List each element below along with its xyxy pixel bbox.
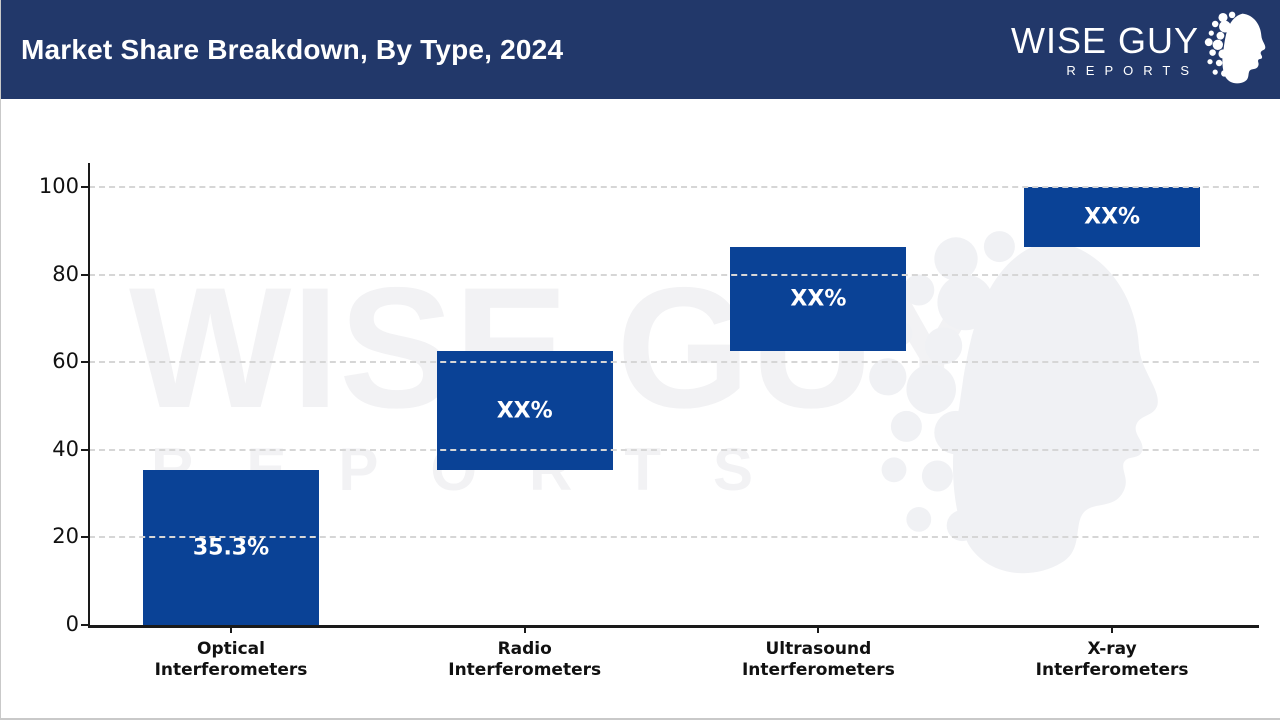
x-tick-1	[523, 625, 526, 633]
y-tick-label-40: 40	[52, 436, 79, 461]
y-tick-20	[81, 536, 89, 539]
y-tick-100	[81, 186, 89, 188]
gridline-100	[89, 186, 1259, 188]
y-axis-line	[88, 163, 90, 627]
y-tick-label-80: 80	[52, 261, 79, 286]
x-category-label: Optical Interferometers	[154, 639, 308, 680]
bar-value-label: XX%	[790, 286, 847, 312]
bar-optical-interferometers	[143, 470, 319, 625]
wiseguy-logo-subtitle: REPORTS	[1066, 63, 1199, 78]
watermark-face-icon	[869, 231, 1158, 574]
gridline-60	[89, 361, 1259, 364]
y-tick-0	[81, 624, 89, 626]
wiseguy-logo-text: WISE GUY REPORTS	[1010, 20, 1199, 78]
gridline-20	[89, 536, 1259, 539]
header-bar: Market Share Breakdown, By Type, 2024 WI…	[1, 0, 1280, 99]
wiseguy-logo: WISE GUY REPORTS	[1011, 6, 1269, 94]
y-tick-60	[81, 361, 89, 364]
gridline-80	[89, 273, 1259, 276]
bar-value-label: 35.3%	[192, 535, 270, 561]
wiseguy-face-icon	[1204, 11, 1266, 84]
y-tick-80	[81, 273, 89, 276]
gridline-40	[89, 448, 1259, 451]
x-tick-2	[817, 625, 820, 633]
y-tick-label-60: 60	[52, 349, 79, 374]
bar-value-label: XX%	[496, 398, 553, 424]
x-tick-0	[230, 625, 232, 633]
x-category-label: Ultrasound Interferometers	[741, 639, 895, 680]
bar-value-label: XX%	[1084, 204, 1141, 230]
x-axis-line	[88, 625, 1259, 628]
y-tick-label-0: 0	[65, 612, 79, 636]
wiseguy-logo-brand: WISE GUY	[1010, 20, 1199, 61]
y-tick-40	[81, 448, 89, 451]
x-tick-3	[1111, 625, 1114, 633]
x-category-label: Radio Interferometers	[448, 639, 602, 680]
page-title: Market Share Breakdown, By Type, 2024	[21, 33, 564, 65]
bar-ultrasound-interferometers	[730, 247, 907, 351]
chart-canvas: WISE GUY REPORTS 02040608010035.3%Optica…	[1, 99, 1280, 718]
bar-x-ray-interferometers	[1024, 187, 1201, 247]
x-category-label: X-ray Interferometers	[1035, 639, 1189, 680]
y-tick-label-20: 20	[52, 524, 79, 549]
y-tick-label-100: 100	[38, 174, 79, 198]
